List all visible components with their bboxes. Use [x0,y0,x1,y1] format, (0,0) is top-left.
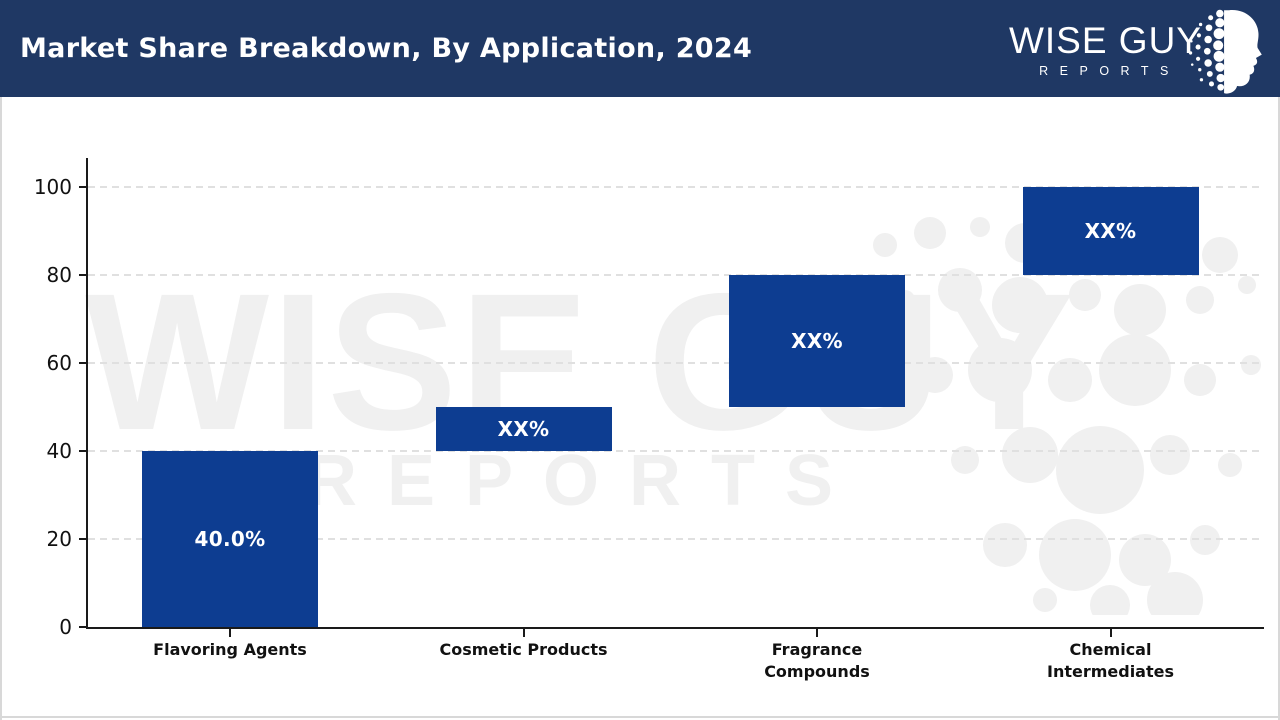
y-axis-tick [79,450,86,452]
x-axis-tick [229,629,231,637]
y-axis-line [86,158,88,629]
gridline [88,450,1262,452]
bar-segment: XX% [1022,187,1199,275]
category-label: Chemical Intermediates [1046,640,1174,681]
watermark-subtitle: REPORTS [305,441,864,521]
logo-text: WISE GUY REPORTS [1009,22,1202,78]
bar-segment: XX% [729,275,905,407]
y-axis-tick [79,626,86,628]
bar-value-label: XX% [1084,219,1137,243]
y-axis-tick [79,274,86,276]
page-title: Market Share Breakdown, By Application, … [20,33,753,64]
panel-border-left [0,97,2,720]
gridline [88,362,1262,364]
x-axis-tick [522,629,525,637]
bar-value-label: XX% [791,329,843,353]
bar-segment: XX% [435,407,612,451]
x-axis-line [86,627,1264,629]
y-axis-tick-label: 40 [46,439,72,463]
logo-wordmark: WISE GUY [1008,20,1202,61]
bar-value-label: XX% [497,417,550,441]
category-label: Fragrance Compounds [764,640,870,681]
bar-value-label: 40.0% [194,527,266,551]
x-axis-tick [1109,629,1112,637]
wiseguy-logo: WISE GUY REPORTS [1009,6,1270,94]
wiseguy-face-icon [1188,9,1262,94]
y-axis-tick [79,538,86,540]
y-axis-tick-label: 20 [46,527,72,551]
y-axis-tick-label: 80 [46,263,72,287]
y-axis-tick [79,362,86,364]
category-label: Flavoring Agents [153,640,307,659]
gridline [88,538,1262,540]
header-bar: Market Share Breakdown, By Application, … [0,0,1280,97]
y-axis-tick-label: 100 [33,175,72,199]
y-axis-tick [79,186,86,188]
bar-segment: 40.0% [142,451,318,627]
panel-border-bottom [0,716,1280,718]
gridline [88,274,1262,276]
plot-area: 0 20 40 60 80 100 40.0% Flavoring Agents XX% Cosm… [0,97,1280,720]
gridline [88,186,1262,188]
x-axis-tick [816,629,818,637]
chart-panel: WISE GUY REPORTS 0 20 40 60 80 100 40.0% Flavor… [0,97,1280,720]
panel-border-right [1278,97,1280,720]
y-axis-tick-label: 60 [46,351,72,375]
logo-subtitle: REPORTS [1039,64,1180,78]
category-label: Cosmetic Products [439,640,608,659]
y-axis-tick-label: 0 [59,615,72,639]
